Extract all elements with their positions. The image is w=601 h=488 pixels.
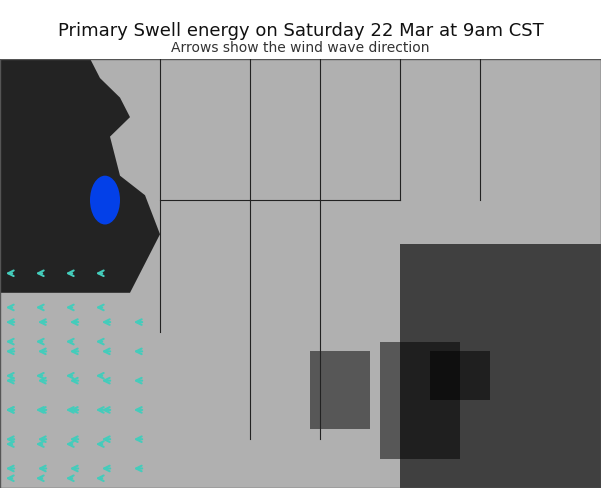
Bar: [380, 342, 460, 459]
Text: Arrows show the wind wave direction: Arrows show the wind wave direction: [171, 41, 430, 56]
Polygon shape: [0, 59, 160, 293]
Text: Primary Swell energy on Saturday 22 Mar at 9am CST: Primary Swell energy on Saturday 22 Mar …: [58, 22, 543, 40]
Ellipse shape: [90, 176, 120, 224]
Bar: [310, 351, 370, 429]
Bar: [430, 351, 490, 400]
Bar: [400, 244, 601, 488]
